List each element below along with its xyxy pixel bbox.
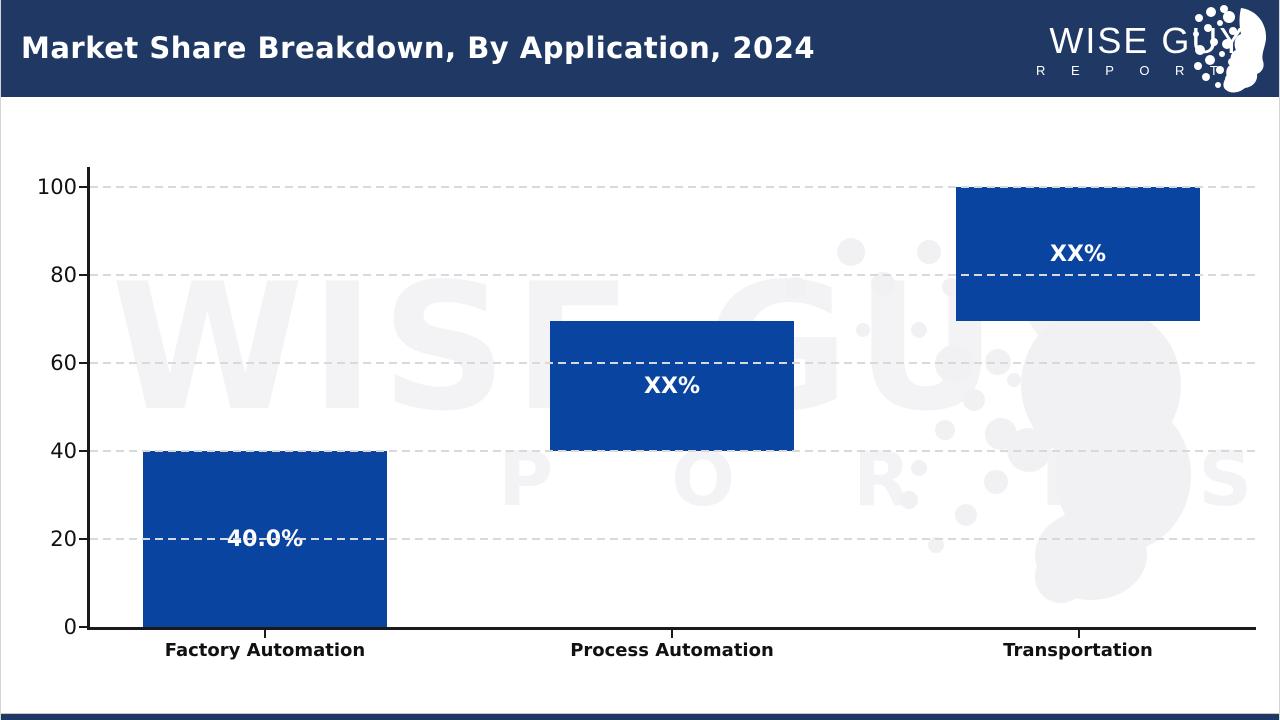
x-category-label: Factory Automation	[164, 640, 366, 661]
bar-value-label: XX%	[1050, 241, 1106, 267]
chart-area: WISE GUY R E P O R T S 40.0% XX%	[1, 97, 1279, 713]
y-tick-label: 40	[50, 439, 77, 463]
gridline-100	[90, 186, 1256, 188]
y-tick	[79, 450, 87, 452]
gridline-40	[90, 450, 1256, 452]
x-tick	[671, 630, 673, 638]
x-category-label: Process Automation	[570, 640, 774, 661]
y-tick-label: 60	[50, 351, 77, 375]
y-tick-label: 20	[50, 527, 77, 551]
wiseguy-logo: WISE GUY R E P O R T S	[1004, 4, 1269, 94]
watermark-face-icon	[785, 238, 1191, 603]
wiseguy-face-icon	[1193, 5, 1267, 93]
y-tick	[79, 538, 87, 540]
x-tick	[1078, 630, 1080, 638]
chart-title: Market Share Breakdown, By Application, …	[21, 31, 816, 65]
gridline-80	[90, 274, 1256, 276]
bar-value-label: XX%	[644, 373, 700, 399]
y-tick-label: 0	[63, 615, 77, 639]
y-tick	[79, 362, 87, 364]
header-bar: Market Share Breakdown, By Application, …	[1, 0, 1279, 97]
y-tick-label: 100	[36, 175, 77, 199]
x-tick	[264, 630, 266, 638]
y-tick	[79, 186, 87, 188]
y-axis-line	[87, 167, 90, 630]
bar-process-automation: XX%	[550, 321, 794, 451]
footer-bar	[1, 713, 1279, 720]
y-tick-label: 80	[50, 263, 77, 287]
gridline-60	[90, 362, 1256, 364]
y-tick	[79, 626, 87, 628]
y-tick	[79, 274, 87, 276]
gridline-20	[90, 538, 1256, 540]
bar-transportation: XX%	[956, 187, 1200, 321]
x-category-label: Transportation	[1003, 640, 1153, 661]
x-axis-line	[87, 627, 1256, 630]
